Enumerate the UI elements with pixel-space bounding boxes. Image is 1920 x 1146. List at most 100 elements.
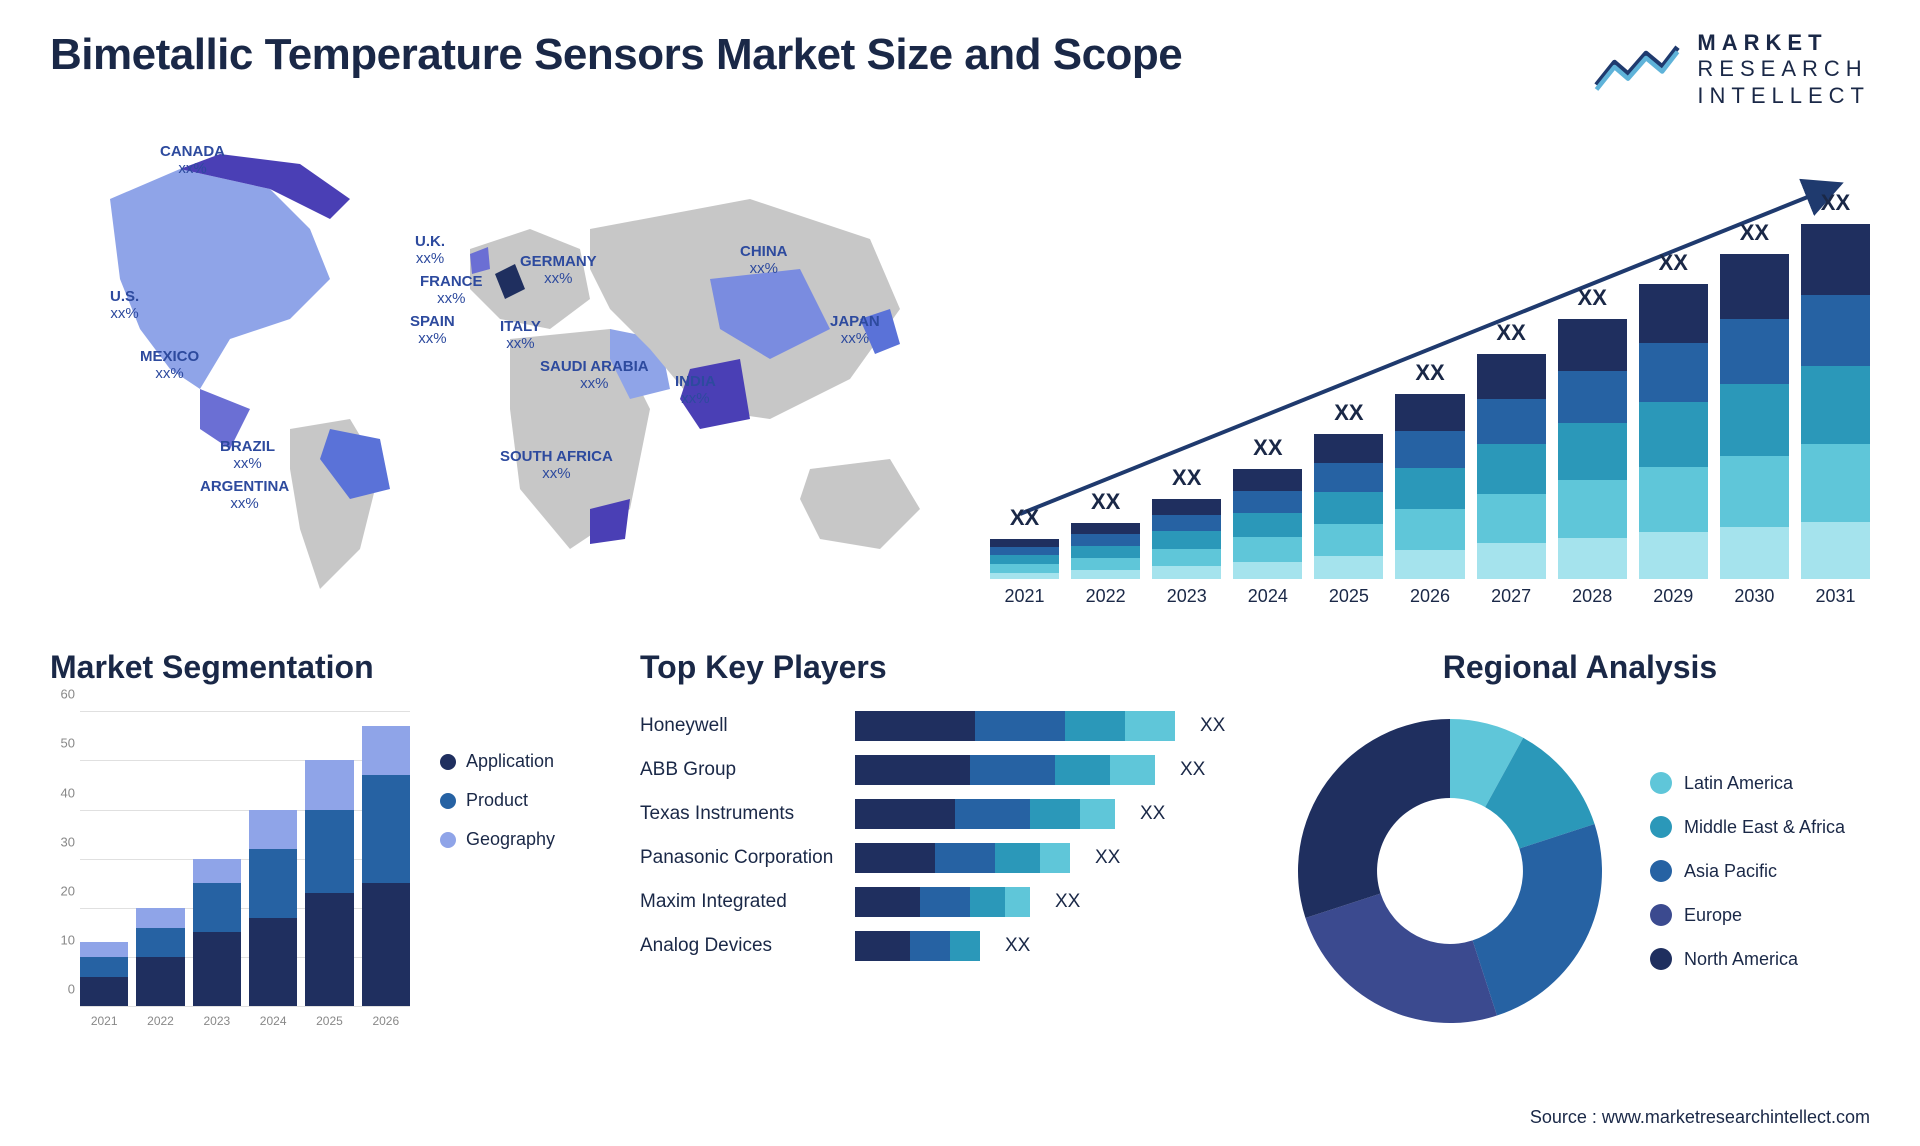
seg-year-label: 2023 [193, 1014, 241, 1028]
logo-text-2: RESEARCH [1697, 56, 1870, 82]
donut-slice [1298, 719, 1450, 918]
growth-bar-value: XX [1415, 360, 1444, 386]
growth-bar-value: XX [1010, 505, 1039, 531]
player-name: Analog Devices [640, 935, 840, 957]
player-row: Analog Devices XX [640, 931, 1260, 961]
map-label: GERMANYxx% [520, 254, 597, 287]
player-value: XX [1180, 759, 1205, 781]
donut-legend-item: North America [1650, 948, 1845, 970]
growth-bar: XX2021 [990, 505, 1059, 579]
growth-year-label: 2030 [1734, 586, 1774, 607]
player-name: Texas Instruments [640, 803, 840, 825]
donut-legend-item: Middle East & Africa [1650, 816, 1845, 838]
seg-legend-item: Geography [440, 829, 555, 850]
seg-bar: 2021 [80, 942, 128, 1006]
regional-chart: Latin America Middle East & Africa Asia Pa… [1290, 711, 1870, 1031]
key-players-chart: HoneywellXX ABB Group XX Texas Instruments X… [640, 711, 1260, 961]
growth-bar-value: XX [1496, 320, 1525, 346]
player-value: XX [1055, 891, 1080, 913]
growth-bar-value: XX [1172, 465, 1201, 491]
growth-chart: XX2021XX2022XX2023XX2024XX2025XX2026XX20… [990, 129, 1870, 609]
map-label: ARGENTINAxx% [200, 479, 289, 512]
player-name: ABB Group [640, 759, 840, 781]
growth-year-label: 2023 [1167, 586, 1207, 607]
seg-ytick: 60 [61, 687, 75, 702]
seg-ytick: 20 [61, 883, 75, 898]
seg-bar: 2026 [362, 726, 410, 1006]
growth-bar: XX2024 [1233, 435, 1302, 579]
growth-year-label: 2025 [1329, 586, 1369, 607]
player-row: HoneywellXX [640, 711, 1260, 741]
growth-bar: XX2027 [1477, 320, 1546, 579]
growth-bar: XX2028 [1558, 285, 1627, 579]
map-label: CHINAxx% [740, 244, 788, 277]
world-map: CANADAxx% U.S.xx%MEXICOxx% BRAZILxx% ARGENT… [50, 129, 950, 609]
seg-ytick: 40 [61, 785, 75, 800]
player-value: XX [1140, 803, 1165, 825]
map-label: SOUTH AFRICAxx% [500, 449, 613, 482]
map-label: BRAZILxx% [220, 439, 275, 472]
seg-year-label: 2025 [305, 1014, 353, 1028]
player-row: Maxim Integrated XX [640, 887, 1260, 917]
player-value: XX [1200, 715, 1225, 737]
growth-bar: XX2029 [1639, 250, 1708, 579]
segmentation-title: Market Segmentation [50, 649, 610, 686]
donut-legend-item: Europe [1650, 904, 1845, 926]
player-row: Texas Instruments XX [640, 799, 1260, 829]
growth-year-label: 2021 [1005, 586, 1045, 607]
player-value: XX [1095, 847, 1120, 869]
segmentation-chart: 0102030405060 202120222023202420252026 A… [50, 711, 610, 1031]
brand-logo: MARKET RESEARCH INTELLECT [1592, 30, 1870, 109]
map-label: U.S.xx% [110, 289, 139, 322]
seg-bar: 2025 [305, 760, 353, 1006]
map-label: ITALYxx% [500, 319, 541, 352]
donut-slice [1305, 894, 1497, 1023]
donut-slice [1473, 824, 1602, 1016]
map-label: CANADAxx% [160, 144, 225, 177]
seg-year-label: 2021 [80, 1014, 128, 1028]
map-label: SPAINxx% [410, 314, 455, 347]
growth-bar: XX2022 [1071, 489, 1140, 579]
seg-ytick: 50 [61, 736, 75, 751]
seg-bar: 2023 [193, 859, 241, 1006]
growth-bar: XX2026 [1395, 360, 1464, 579]
seg-ytick: 0 [68, 982, 75, 997]
map-label: MEXICOxx% [140, 349, 199, 382]
growth-year-label: 2027 [1491, 586, 1531, 607]
player-value: XX [1005, 935, 1030, 957]
logo-mark-icon [1592, 37, 1682, 102]
growth-bar-value: XX [1578, 285, 1607, 311]
logo-text-3: INTELLECT [1697, 83, 1870, 109]
map-label: INDIAxx% [675, 374, 716, 407]
page-title: Bimetallic Temperature Sensors Market Si… [50, 30, 1182, 80]
growth-bar: XX2031 [1801, 190, 1870, 579]
growth-bar-value: XX [1253, 435, 1282, 461]
player-row: ABB Group XX [640, 755, 1260, 785]
growth-year-label: 2024 [1248, 586, 1288, 607]
growth-bar-value: XX [1091, 489, 1120, 515]
seg-legend-item: Product [440, 790, 555, 811]
growth-bar-value: XX [1659, 250, 1688, 276]
player-name: Maxim Integrated [640, 891, 840, 913]
seg-bar: 2022 [136, 908, 184, 1006]
growth-year-label: 2026 [1410, 586, 1450, 607]
growth-bar: XX2025 [1314, 400, 1383, 579]
donut-legend-item: Asia Pacific [1650, 860, 1845, 882]
seg-year-label: 2026 [362, 1014, 410, 1028]
map-label: FRANCExx% [420, 274, 483, 307]
source-text: Source : www.marketresearchintellect.com [1530, 1107, 1870, 1128]
map-label: SAUDI ARABIAxx% [540, 359, 649, 392]
growth-bar-value: XX [1334, 400, 1363, 426]
growth-bar: XX2030 [1720, 220, 1789, 579]
player-row: Panasonic CorporationXX [640, 843, 1260, 873]
seg-bar: 2024 [249, 810, 297, 1007]
growth-year-label: 2029 [1653, 586, 1693, 607]
growth-year-label: 2022 [1086, 586, 1126, 607]
map-label: U.K.xx% [415, 234, 445, 267]
seg-year-label: 2022 [136, 1014, 184, 1028]
seg-ytick: 10 [61, 933, 75, 948]
growth-bar-value: XX [1740, 220, 1769, 246]
players-title: Top Key Players [640, 649, 1260, 686]
regional-title: Regional Analysis [1290, 649, 1870, 686]
donut-legend-item: Latin America [1650, 772, 1845, 794]
